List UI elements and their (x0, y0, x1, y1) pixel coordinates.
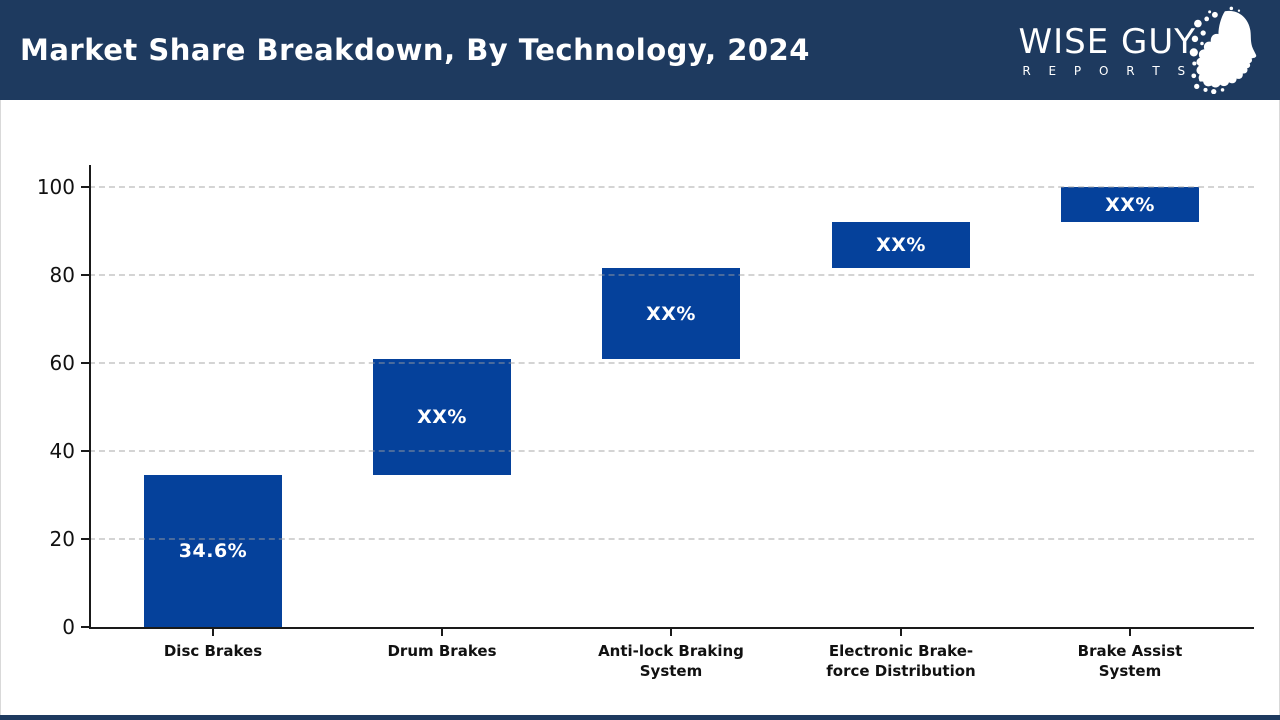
bar-value-label-4: XX% (876, 234, 926, 257)
category-label-5: Brake Assist System (1077, 642, 1183, 681)
header-bar: Market Share Breakdown, By Technology, 2… (0, 0, 1280, 100)
y-axis-line (89, 165, 91, 629)
footer-strip (0, 715, 1280, 720)
xtick-mark-1 (212, 629, 214, 636)
bar-value-label-1: 34.6% (178, 539, 248, 562)
ytick-mark-100 (81, 186, 89, 188)
ytick-label-80: 80 (49, 263, 75, 287)
category-label-3: Anti-lock Braking System (598, 642, 744, 681)
xtick-mark-5 (1129, 629, 1131, 636)
gridline-80 (89, 274, 1254, 276)
logo-text: WISE GUY R E P O R T S (1018, 22, 1196, 78)
ytick-mark-0 (81, 626, 89, 628)
bar-4: XX% (832, 222, 970, 269)
x-axis-line (89, 627, 1254, 629)
bar-2: XX% (373, 359, 511, 475)
gridline-40 (89, 450, 1254, 452)
ytick-label-60: 60 (49, 351, 75, 375)
gridline-20 (89, 538, 1254, 540)
bar-value-label-5: XX% (1105, 193, 1155, 216)
bar-5: XX% (1061, 187, 1199, 223)
gridline-100 (89, 186, 1254, 188)
bar-value-label-2: XX% (417, 406, 467, 429)
gridline-60 (89, 362, 1254, 364)
ytick-label-40: 40 (49, 439, 75, 463)
category-label-2: Drum Brakes (387, 642, 497, 660)
chart-canvas: 34.6% XX% XX% XX% XX% 0 20 40 60 80 100 Disc Brakes… (0, 100, 1280, 715)
wise-guy-reports-logo: WISE GUY R E P O R T S (1016, 6, 1266, 94)
xtick-mark-4 (900, 629, 902, 636)
ytick-label-0: 0 (62, 615, 75, 639)
xtick-mark-3 (670, 629, 672, 636)
xtick-mark-2 (441, 629, 443, 636)
ytick-mark-80 (81, 274, 89, 276)
category-label-1: Disc Brakes (163, 642, 263, 660)
chart-title: Market Share Breakdown, By Technology, 2… (20, 33, 810, 67)
ytick-mark-20 (81, 538, 89, 540)
logo-reports-label: R E P O R T S (1022, 64, 1193, 78)
bar-3: XX% (602, 268, 740, 360)
ytick-mark-40 (81, 450, 89, 452)
ytick-label-100: 100 (36, 175, 75, 199)
category-label-4: Electronic Brake-force Distribution (826, 642, 976, 681)
logo-wiseguy-label: WISE GUY (1018, 22, 1196, 62)
bar-value-label-3: XX% (646, 302, 696, 325)
bar-1: 34.6% (144, 474, 282, 627)
ytick-label-20: 20 (49, 527, 75, 551)
ytick-mark-60 (81, 362, 89, 364)
